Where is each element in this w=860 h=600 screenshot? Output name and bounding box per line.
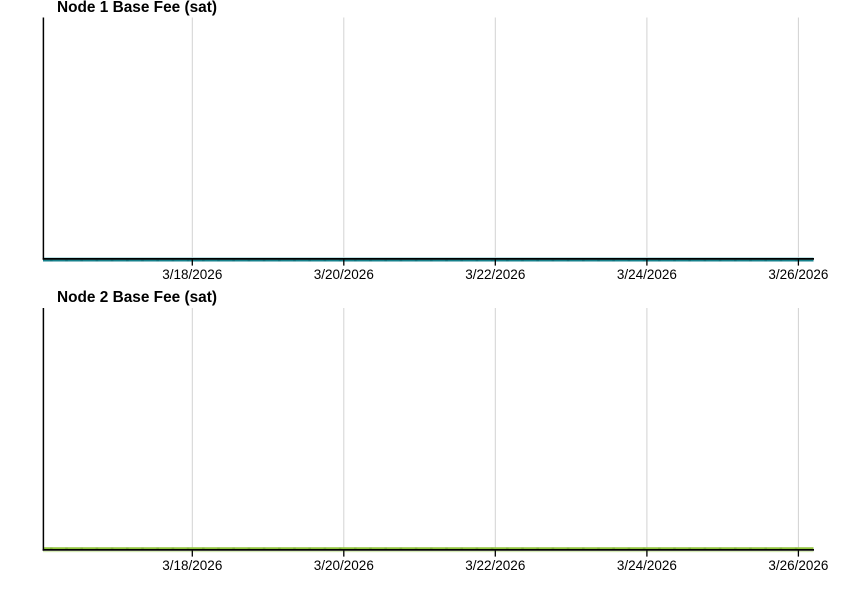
svg-text:3/22/2026: 3/22/2026 [465, 267, 525, 282]
svg-text:3/24/2026: 3/24/2026 [617, 558, 677, 573]
svg-text:3/20/2026: 3/20/2026 [314, 267, 374, 282]
svg-text:Node 1 Base Fee (sat): Node 1 Base Fee (sat) [57, 0, 217, 16]
svg-text:Node 2 Base Fee (sat): Node 2 Base Fee (sat) [57, 289, 217, 306]
svg-text:3/26/2026: 3/26/2026 [768, 558, 828, 573]
svg-text:3/20/2026: 3/20/2026 [314, 558, 374, 573]
svg-text:3/22/2026: 3/22/2026 [465, 558, 525, 573]
svg-text:3/18/2026: 3/18/2026 [162, 267, 222, 282]
svg-text:3/24/2026: 3/24/2026 [617, 267, 677, 282]
svg-text:3/26/2026: 3/26/2026 [768, 267, 828, 282]
svg-text:3/18/2026: 3/18/2026 [162, 558, 222, 573]
